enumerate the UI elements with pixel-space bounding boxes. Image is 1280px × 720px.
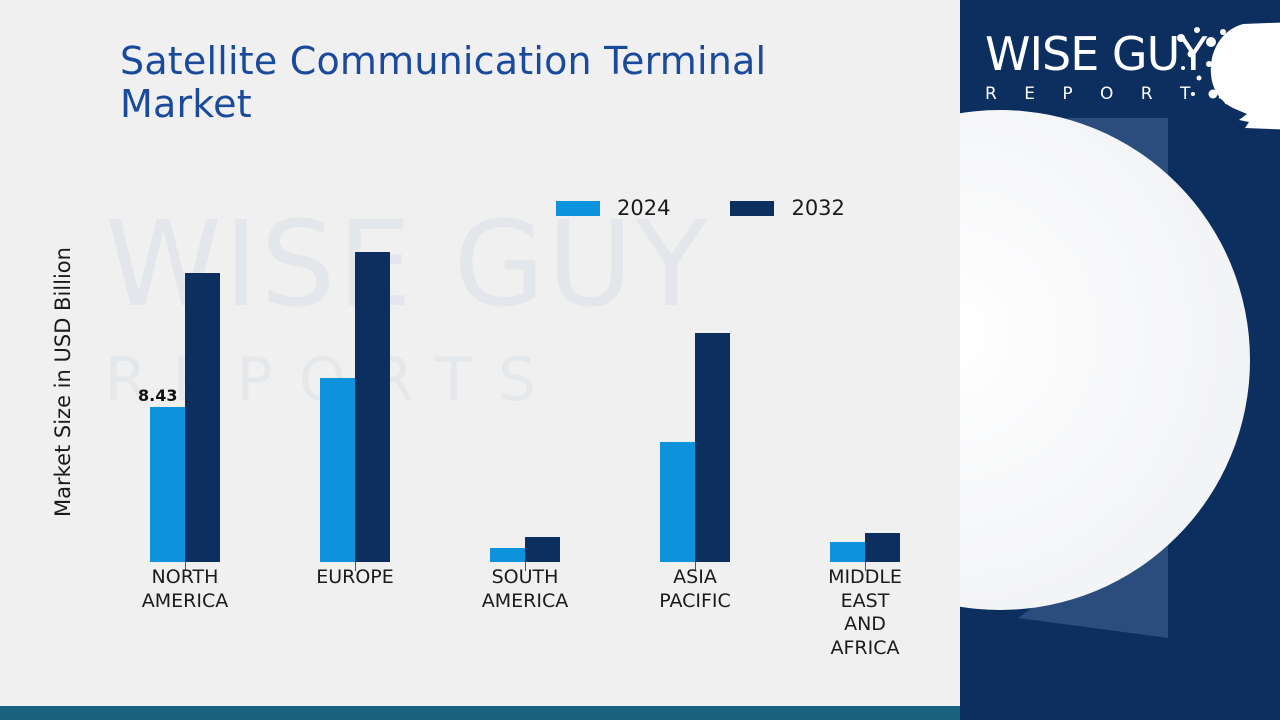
x-axis-category-label: SOUTH AMERICA [481, 566, 569, 612]
x-axis-category-label: ASIA PACIFIC [659, 566, 731, 612]
bar-2032-3[interactable] [695, 333, 730, 562]
bar-chart: Market Size in USD Billion 2024 2032 8.4… [51, 196, 905, 659]
legend-swatch-2032 [730, 200, 775, 216]
x-axis-tick [355, 562, 356, 571]
bar-2024-4[interactable] [830, 541, 865, 562]
bottom-accent-strip [0, 706, 960, 720]
legend-item-2032[interactable]: 2032 [730, 196, 904, 220]
brand-panel [960, 0, 1280, 720]
bar-2032-0[interactable] [185, 272, 220, 562]
head-profile-icon [1210, 22, 1280, 130]
brand-logo[interactable]: WISE GUY R E P O R T S [985, 22, 1280, 130]
legend-label-2024: 2024 [617, 196, 671, 220]
x-axis-category-label: MIDDLE EAST AND AFRICA [828, 566, 902, 659]
bar-2032-1[interactable] [355, 252, 390, 562]
x-axis-tick [185, 562, 186, 571]
legend-label-2032: 2032 [791, 196, 845, 220]
white-circle-decoration [960, 110, 1250, 610]
chart-legend: 2024 2032 [556, 196, 905, 220]
bar-value-label: 8.43 [138, 386, 178, 405]
bar-2032-2[interactable] [525, 536, 560, 562]
bar-2024-2[interactable] [490, 547, 525, 562]
page-title: Satellite Communication Terminal Market [120, 39, 767, 126]
legend-swatch-2024 [556, 200, 600, 216]
x-axis-tick [695, 562, 696, 571]
logo-tagline: R E P O R T S [985, 84, 1240, 104]
bar-2032-4[interactable] [865, 532, 900, 562]
bar-2024-1[interactable] [320, 378, 355, 562]
legend-item-2024[interactable]: 2024 [556, 196, 730, 220]
x-axis-category-label: EUROPE [316, 566, 394, 588]
bar-2024-0[interactable] [150, 407, 185, 562]
x-axis-category-label: NORTH AMERICA [141, 566, 229, 612]
logo-wordmark: WISE GUY [985, 27, 1207, 81]
x-axis-tick [865, 562, 866, 571]
x-axis-tick [525, 562, 526, 571]
plot-area: 8.43 [138, 252, 900, 562]
bar-2024-3[interactable] [660, 442, 695, 562]
